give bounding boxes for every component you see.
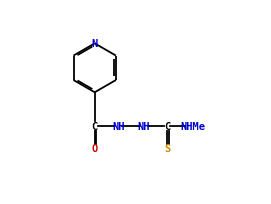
Text: N: N (92, 39, 98, 49)
Text: NHMe: NHMe (180, 122, 205, 132)
Text: NH: NH (137, 122, 150, 132)
Text: O: O (92, 144, 98, 154)
Text: S: S (164, 144, 170, 154)
Text: C: C (92, 122, 98, 132)
Text: NH: NH (112, 122, 125, 132)
Text: C: C (164, 122, 170, 132)
